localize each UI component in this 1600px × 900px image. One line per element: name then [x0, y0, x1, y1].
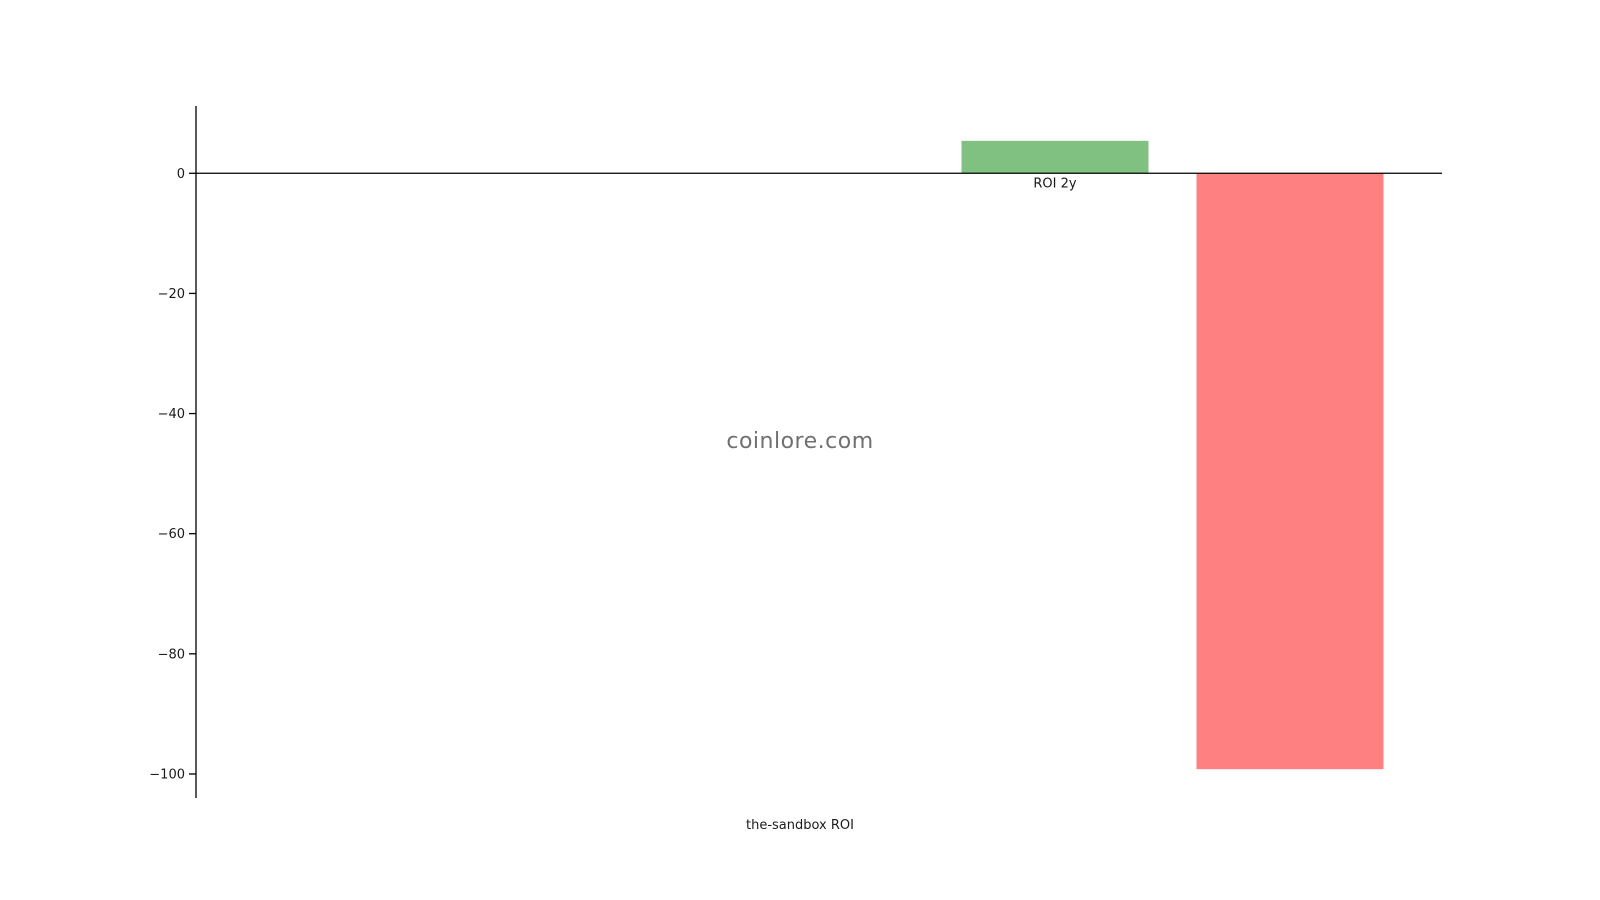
y-tick-label: −100: [149, 767, 185, 782]
bar-series-1: [1196, 173, 1384, 770]
y-tick-label: −60: [158, 527, 185, 542]
y-tick-label: −20: [158, 287, 185, 302]
bar-roi-2y: [961, 140, 1149, 174]
x-tick-label: ROI 2y: [1033, 176, 1077, 191]
y-tick-label: 0: [177, 167, 185, 182]
y-tick-label: −80: [158, 647, 185, 662]
chart-title: the-sandbox ROI: [746, 818, 854, 833]
y-tick-label: −40: [158, 407, 185, 422]
